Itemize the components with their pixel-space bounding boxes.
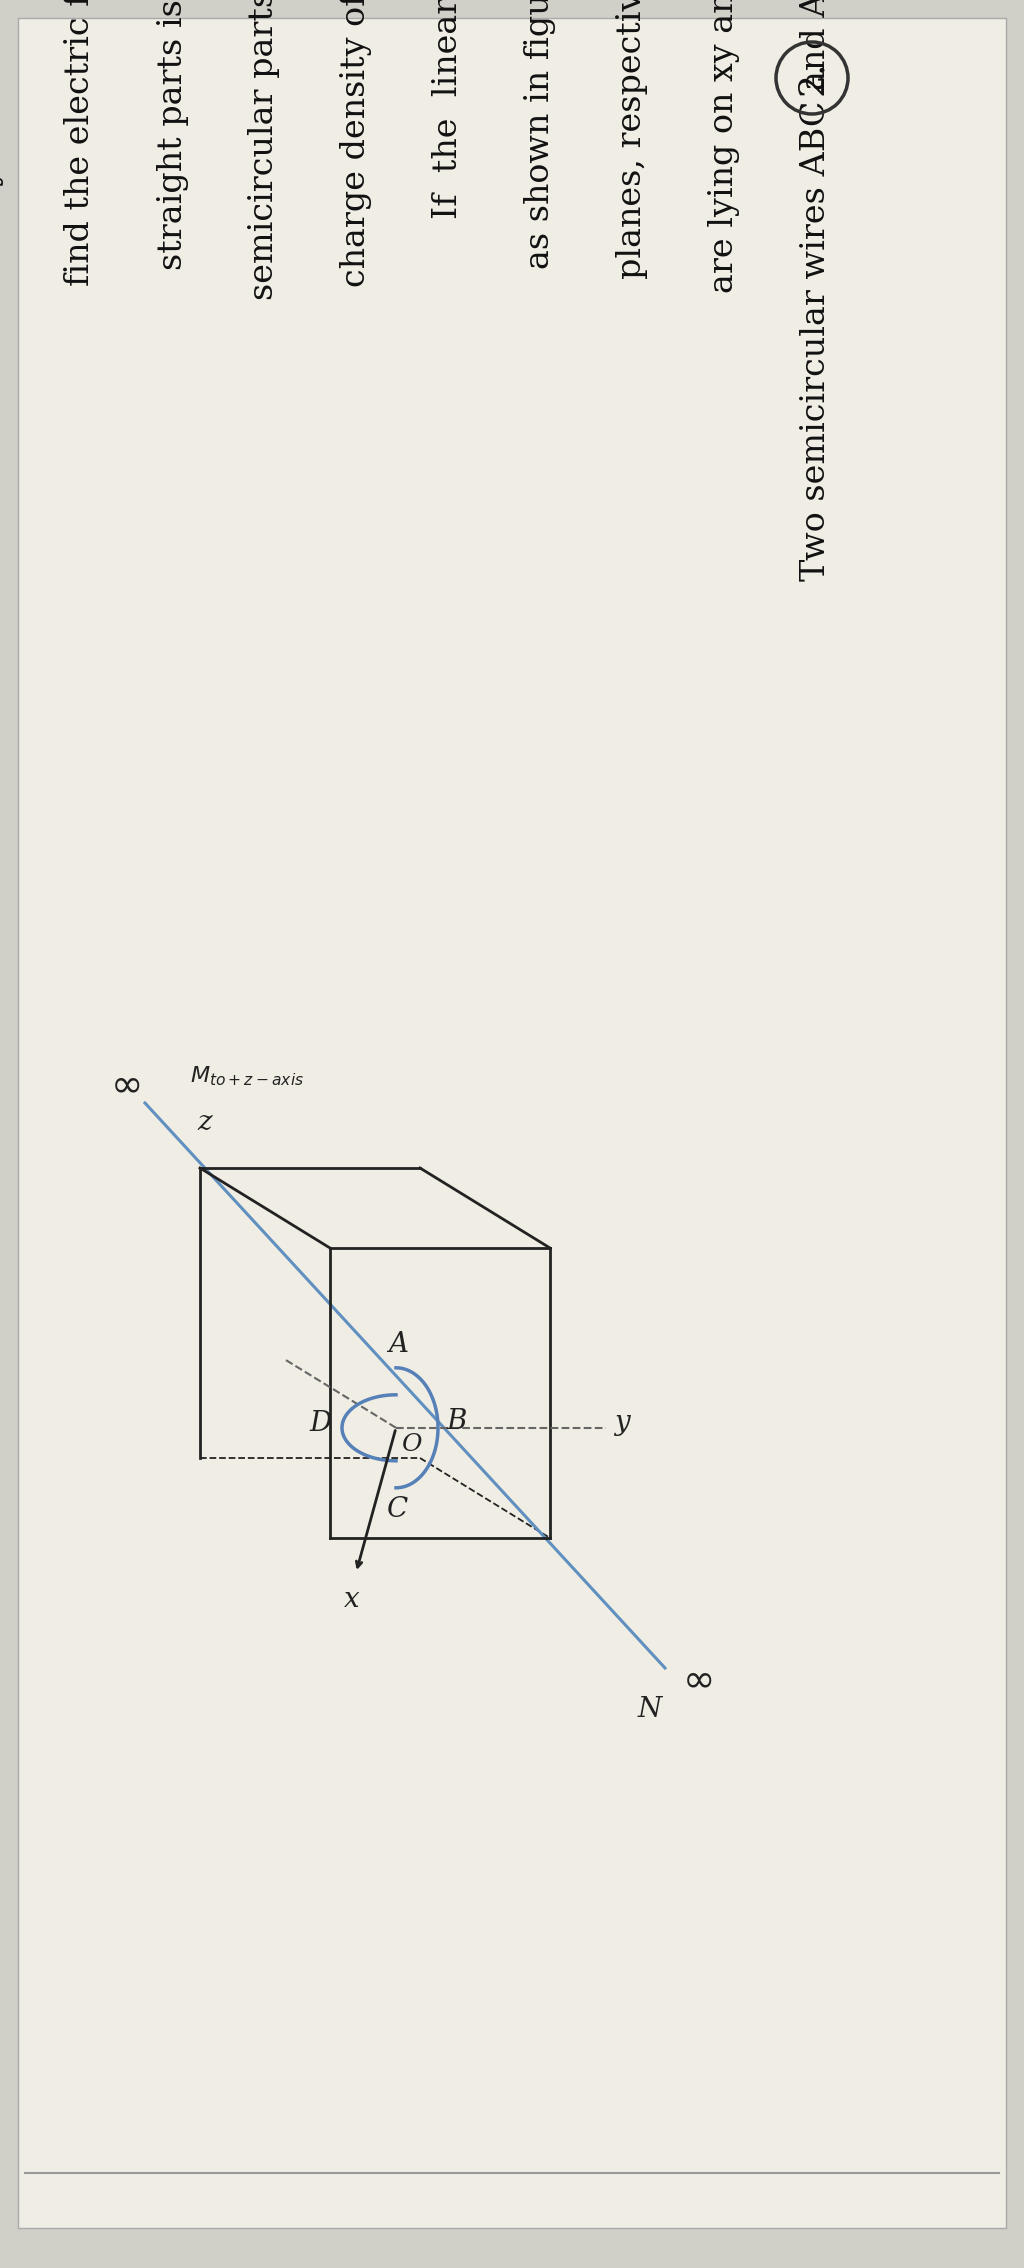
Text: 2.: 2. bbox=[795, 61, 829, 95]
Text: z: z bbox=[198, 1109, 212, 1136]
FancyBboxPatch shape bbox=[18, 18, 1006, 2227]
Text: N: N bbox=[638, 1696, 663, 1724]
Text: D: D bbox=[309, 1411, 332, 1438]
Text: are lying on xy and xz: are lying on xy and xz bbox=[708, 0, 740, 293]
Text: Two semicircular wires ABC and ADC, each of radius R,: Two semicircular wires ABC and ADC, each… bbox=[800, 0, 831, 581]
Text: y: y bbox=[614, 1408, 630, 1436]
Text: ∞: ∞ bbox=[683, 1660, 716, 1699]
Text: straight parts is  λ,: straight parts is λ, bbox=[156, 0, 189, 270]
Text: O: O bbox=[401, 1433, 422, 1456]
Text: $M_{to+z-axis}$: $M_{to+z-axis}$ bbox=[190, 1064, 304, 1089]
Text: x: x bbox=[344, 1585, 359, 1613]
Text: A: A bbox=[388, 1331, 408, 1359]
Text: intensity E at the origin.: intensity E at the origin. bbox=[0, 0, 4, 315]
Text: as shown in figure.: as shown in figure. bbox=[524, 0, 556, 270]
Text: ∞: ∞ bbox=[111, 1066, 143, 1105]
Text: planes, respectively,: planes, respectively, bbox=[616, 0, 648, 279]
Text: semicircular parts and: semicircular parts and bbox=[248, 0, 280, 299]
Text: If  the  linear: If the linear bbox=[432, 0, 464, 218]
Text: B: B bbox=[446, 1408, 466, 1436]
Text: find the electric field: find the electric field bbox=[63, 0, 96, 286]
Text: charge density of the: charge density of the bbox=[340, 0, 372, 288]
Text: C: C bbox=[387, 1497, 409, 1522]
